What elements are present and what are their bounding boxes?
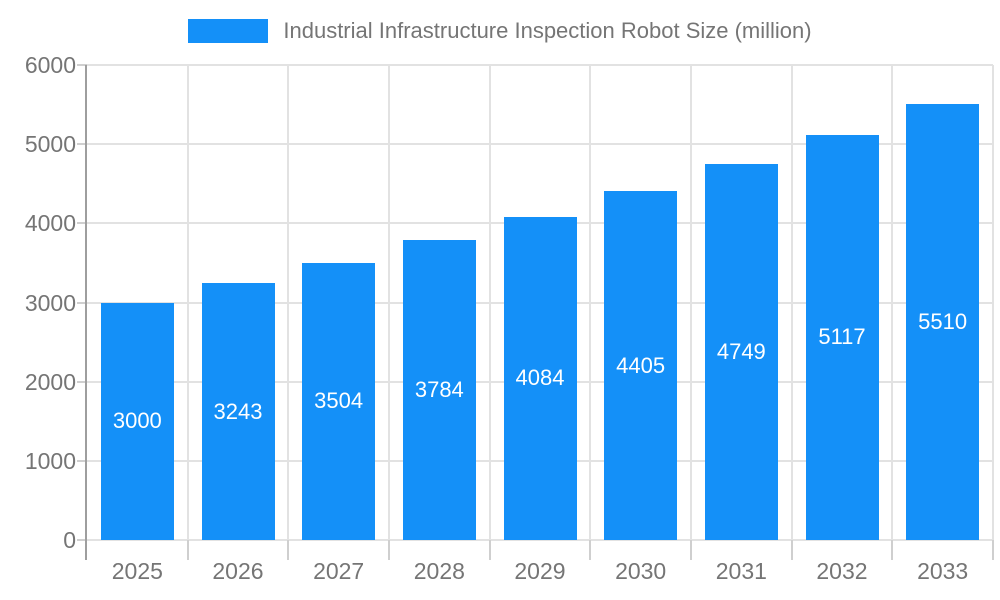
y-axis-tick-label: 0 bbox=[63, 527, 76, 553]
bar-value-label: 4749 bbox=[716, 339, 766, 365]
gridline-vertical bbox=[891, 65, 894, 540]
x-axis-tick-label: 2027 bbox=[313, 558, 365, 584]
bar-2025: 3000 bbox=[100, 302, 174, 540]
plot-area: 3000 3243 3504 3784 4084 4405 4749 5117 5510 bbox=[77, 64, 994, 560]
y-axis-tick-label: 2000 bbox=[24, 368, 76, 395]
y-axis-tick bbox=[77, 143, 87, 146]
gridline-vertical bbox=[287, 65, 290, 540]
y-axis-tick bbox=[77, 301, 87, 304]
legend[interactable]: Industrial Infrastructure Inspection Rob… bbox=[0, 18, 1000, 44]
y-axis-tick-label: 1000 bbox=[24, 447, 76, 474]
gridline-horizontal bbox=[87, 539, 993, 541]
gridline-vertical bbox=[992, 65, 994, 540]
x-axis-tick bbox=[488, 540, 491, 560]
bar-value-label: 3784 bbox=[414, 377, 464, 403]
bar-2027: 3504 bbox=[302, 262, 376, 540]
bar-2028: 3784 bbox=[402, 240, 476, 540]
y-axis-tick bbox=[77, 380, 87, 383]
x-axis-tick bbox=[186, 540, 189, 560]
gridline-vertical bbox=[690, 65, 692, 540]
x-axis-tick bbox=[388, 540, 390, 560]
bar-2031: 4749 bbox=[704, 164, 778, 540]
x-axis-tick bbox=[287, 540, 290, 560]
gridline-vertical bbox=[488, 65, 491, 540]
y-axis-line bbox=[85, 65, 87, 560]
y-axis-tick bbox=[77, 222, 87, 225]
bar-value-label: 4405 bbox=[616, 352, 666, 378]
legend-swatch-icon[interactable] bbox=[188, 19, 269, 43]
x-axis-tick-label: 2032 bbox=[816, 558, 868, 584]
gridline-vertical bbox=[790, 65, 793, 540]
y-axis-tick-label: 3000 bbox=[24, 289, 76, 316]
gridline-horizontal bbox=[87, 64, 993, 66]
gridline-vertical bbox=[186, 65, 189, 540]
y-axis-tick-label: 6000 bbox=[24, 52, 76, 78]
gridline-vertical bbox=[589, 65, 592, 540]
bar-value-label: 4084 bbox=[515, 365, 565, 391]
legend-label: Industrial Infrastructure Inspection Rob… bbox=[283, 18, 812, 43]
x-axis-tick-label: 2028 bbox=[413, 558, 465, 584]
bar-value-label: 5510 bbox=[918, 308, 968, 334]
x-axis-tick-label: 2031 bbox=[715, 558, 767, 584]
bar-2026: 3243 bbox=[201, 283, 275, 540]
bar-value-label: 3243 bbox=[213, 398, 263, 424]
bar-2032: 5117 bbox=[805, 134, 879, 540]
bar-value-label: 5117 bbox=[818, 324, 866, 350]
y-axis-tick bbox=[77, 64, 87, 66]
gridline-vertical bbox=[388, 65, 390, 540]
x-axis-tick-label: 2026 bbox=[212, 558, 264, 584]
bar-2033: 5510 bbox=[906, 103, 980, 540]
y-axis-tick bbox=[77, 539, 87, 541]
x-axis-tick bbox=[690, 540, 692, 560]
x-axis-tick bbox=[790, 540, 793, 560]
x-axis-tick bbox=[992, 540, 994, 560]
x-axis-tick-label: 2030 bbox=[615, 558, 667, 584]
x-axis-tick-label: 2029 bbox=[514, 558, 566, 584]
bar-value-label: 3504 bbox=[314, 388, 364, 414]
gridline-horizontal bbox=[87, 143, 993, 146]
x-axis-tick-label: 2033 bbox=[917, 558, 969, 584]
bar-2029: 4084 bbox=[503, 216, 577, 540]
x-axis-tick bbox=[589, 540, 592, 560]
bar-2030: 4405 bbox=[604, 191, 678, 540]
y-axis-tick-label: 4000 bbox=[24, 210, 76, 237]
x-axis-tick bbox=[891, 540, 894, 560]
y-axis-tick bbox=[77, 459, 87, 462]
y-axis-tick-label: 5000 bbox=[24, 131, 76, 158]
x-axis-tick-label: 2025 bbox=[111, 558, 163, 584]
bar-value-label: 3000 bbox=[112, 408, 162, 434]
